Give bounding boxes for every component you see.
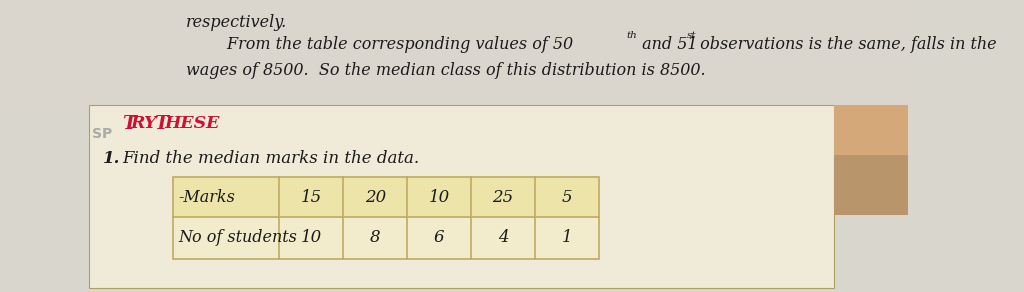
Bar bbox=[173, 177, 599, 259]
Text: SP: SP bbox=[92, 127, 113, 141]
Bar bbox=[0, 0, 908, 108]
Text: From the table corresponding values of 50: From the table corresponding values of 5… bbox=[186, 36, 573, 53]
Text: 15: 15 bbox=[301, 189, 322, 206]
Bar bbox=[173, 217, 599, 259]
Bar bbox=[834, 105, 908, 154]
Text: and 51: and 51 bbox=[637, 36, 697, 53]
Bar bbox=[89, 105, 834, 288]
Text: 10: 10 bbox=[301, 230, 322, 246]
Text: No of students: No of students bbox=[178, 230, 297, 246]
Text: 5: 5 bbox=[561, 189, 572, 206]
Text: observations is the same, falls in the: observations is the same, falls in the bbox=[695, 36, 997, 53]
Bar bbox=[173, 177, 599, 217]
Text: 1: 1 bbox=[561, 230, 572, 246]
Text: 20: 20 bbox=[365, 189, 386, 206]
Text: T: T bbox=[123, 115, 136, 133]
Bar bbox=[834, 105, 908, 215]
Bar bbox=[0, 0, 908, 108]
Text: Find the median marks in the data.: Find the median marks in the data. bbox=[123, 150, 420, 167]
Text: 8: 8 bbox=[370, 230, 381, 246]
Text: 10: 10 bbox=[428, 189, 450, 206]
Text: -Marks: -Marks bbox=[178, 189, 236, 206]
Text: st: st bbox=[687, 31, 696, 40]
Text: 6: 6 bbox=[434, 230, 444, 246]
Text: 1.: 1. bbox=[102, 150, 120, 167]
Text: 4: 4 bbox=[498, 230, 508, 246]
Text: respectively.: respectively. bbox=[186, 14, 288, 31]
Text: RY: RY bbox=[130, 115, 157, 132]
Text: 25: 25 bbox=[493, 189, 514, 206]
Text: th: th bbox=[627, 31, 637, 40]
Text: T: T bbox=[155, 115, 168, 133]
Text: HESE: HESE bbox=[164, 115, 219, 132]
Text: wages of 8500.  So the median class of this distribution is 8500.: wages of 8500. So the median class of th… bbox=[186, 62, 706, 79]
